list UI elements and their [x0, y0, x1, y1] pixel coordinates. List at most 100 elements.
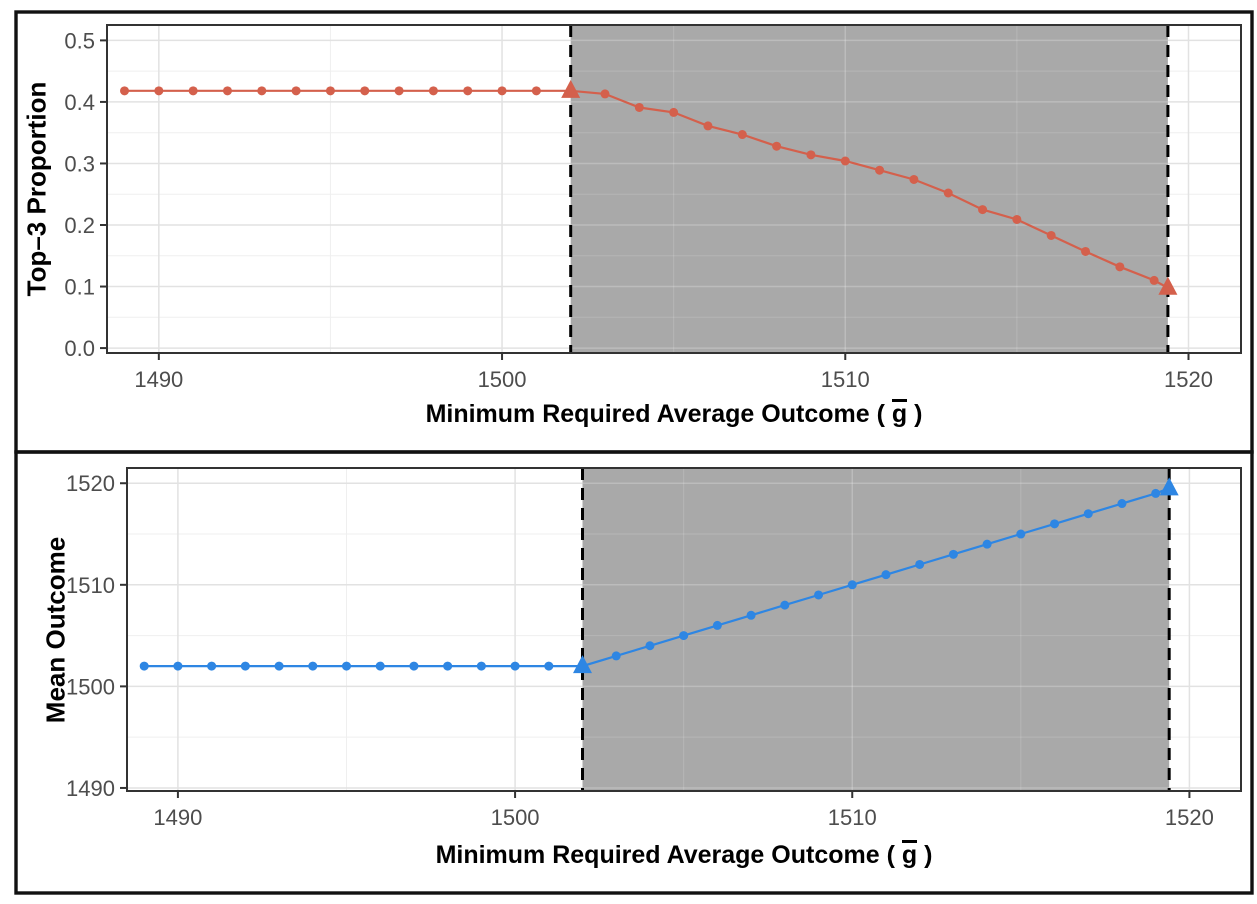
y-tick-label: 1500: [66, 674, 115, 699]
y-tick-label: 0.3: [64, 151, 95, 176]
x-tick-label: 1510: [821, 367, 870, 392]
top-panel-x-axis-title: Minimum Required Average Outcome ( g ): [107, 399, 1241, 429]
data-point: [679, 631, 689, 641]
data-point: [510, 661, 520, 671]
x-tick-label: 1500: [491, 805, 540, 830]
y-tick-label: 0.5: [64, 28, 95, 53]
x-axis-title-suffix: ): [917, 841, 933, 869]
data-point: [772, 141, 782, 151]
data-point: [1046, 230, 1056, 240]
mean-outcome-line: [144, 487, 1170, 668]
data-point: [943, 188, 953, 198]
x-axis-title-suffix: ): [907, 400, 923, 428]
data-point: [982, 539, 992, 549]
data-point: [443, 661, 453, 671]
data-point: [600, 89, 610, 99]
threshold-triangle-marker: [1158, 276, 1178, 295]
data-point: [814, 590, 824, 600]
data-point: [139, 661, 149, 671]
data-point: [394, 86, 404, 96]
data-point: [120, 86, 130, 96]
x-tick-label: 1490: [134, 367, 183, 392]
g-bar-symbol: g: [891, 399, 908, 428]
data-point: [847, 580, 857, 590]
data-point: [1050, 519, 1060, 529]
x-axis-title-prefix: Minimum Required Average Outcome (: [435, 841, 902, 869]
data-point: [544, 661, 554, 671]
data-point: [409, 661, 419, 671]
y-tick-label: 0.1: [64, 275, 95, 300]
data-point: [188, 86, 198, 96]
data-point: [173, 661, 183, 671]
panel-border: [106, 24, 1242, 354]
x-tick-label: 1520: [1165, 805, 1214, 830]
threshold-triangle-marker: [561, 79, 581, 98]
data-point: [840, 156, 850, 166]
data-point: [978, 205, 988, 215]
data-point: [645, 641, 655, 651]
data-point: [1083, 509, 1093, 519]
data-point: [875, 165, 885, 175]
shaded-region: [570, 25, 1168, 353]
y-tick-label: 0.2: [64, 213, 95, 238]
data-point: [207, 661, 217, 671]
x-tick-label: 1520: [1164, 367, 1213, 392]
data-point: [1151, 488, 1161, 498]
data-point: [634, 102, 644, 112]
data-point: [325, 86, 335, 96]
top3-proportion-line: [124, 89, 1169, 289]
data-point: [746, 610, 756, 620]
data-point: [257, 86, 267, 96]
data-point: [476, 661, 486, 671]
data-point: [1149, 275, 1159, 285]
x-tick-label: 1490: [153, 805, 202, 830]
data-point: [780, 600, 790, 610]
data-point: [497, 86, 507, 96]
data-point: [463, 86, 473, 96]
data-point: [806, 150, 816, 160]
g-bar-symbol: g: [901, 840, 918, 869]
bottom-panel-y-axis-title: Mean Outcome: [40, 536, 71, 724]
panel-border: [126, 467, 1242, 792]
y-tick-label: 1490: [66, 776, 115, 801]
data-point: [308, 661, 318, 671]
data-point: [360, 86, 370, 96]
top-panel-y-axis-title: Top–3 Proportion: [21, 81, 52, 297]
data-point: [1115, 262, 1125, 272]
data-point: [341, 661, 351, 671]
data-point: [611, 651, 621, 661]
data-point: [222, 86, 232, 96]
data-point: [1012, 214, 1022, 224]
y-tick-label: 1510: [66, 573, 115, 598]
data-point: [1016, 529, 1026, 539]
bottom-panel-x-axis-title: Minimum Required Average Outcome ( g ): [127, 840, 1241, 870]
data-point: [737, 130, 747, 140]
x-tick-label: 1500: [478, 367, 527, 392]
x-tick-label: 1510: [828, 805, 877, 830]
data-point: [291, 86, 301, 96]
data-point: [274, 661, 284, 671]
data-point: [375, 661, 385, 671]
data-point: [428, 86, 438, 96]
threshold-triangle-marker: [573, 655, 593, 674]
threshold-triangle-marker: [1159, 477, 1179, 496]
data-point: [881, 570, 891, 580]
data-point: [531, 86, 541, 96]
data-point: [909, 174, 919, 184]
y-tick-label: 1520: [66, 471, 115, 496]
data-point: [240, 661, 250, 671]
data-point: [1081, 246, 1091, 256]
data-point: [915, 559, 925, 569]
data-point: [154, 86, 164, 96]
shaded-region: [582, 468, 1170, 791]
data-point: [669, 107, 679, 117]
data-point: [712, 620, 722, 630]
y-tick-label: 0.0: [64, 336, 95, 361]
data-point: [703, 121, 713, 131]
x-axis-title-prefix: Minimum Required Average Outcome (: [425, 400, 892, 428]
data-point: [948, 549, 958, 559]
figure-outer-border: [14, 450, 1254, 895]
data-point: [1117, 499, 1127, 509]
